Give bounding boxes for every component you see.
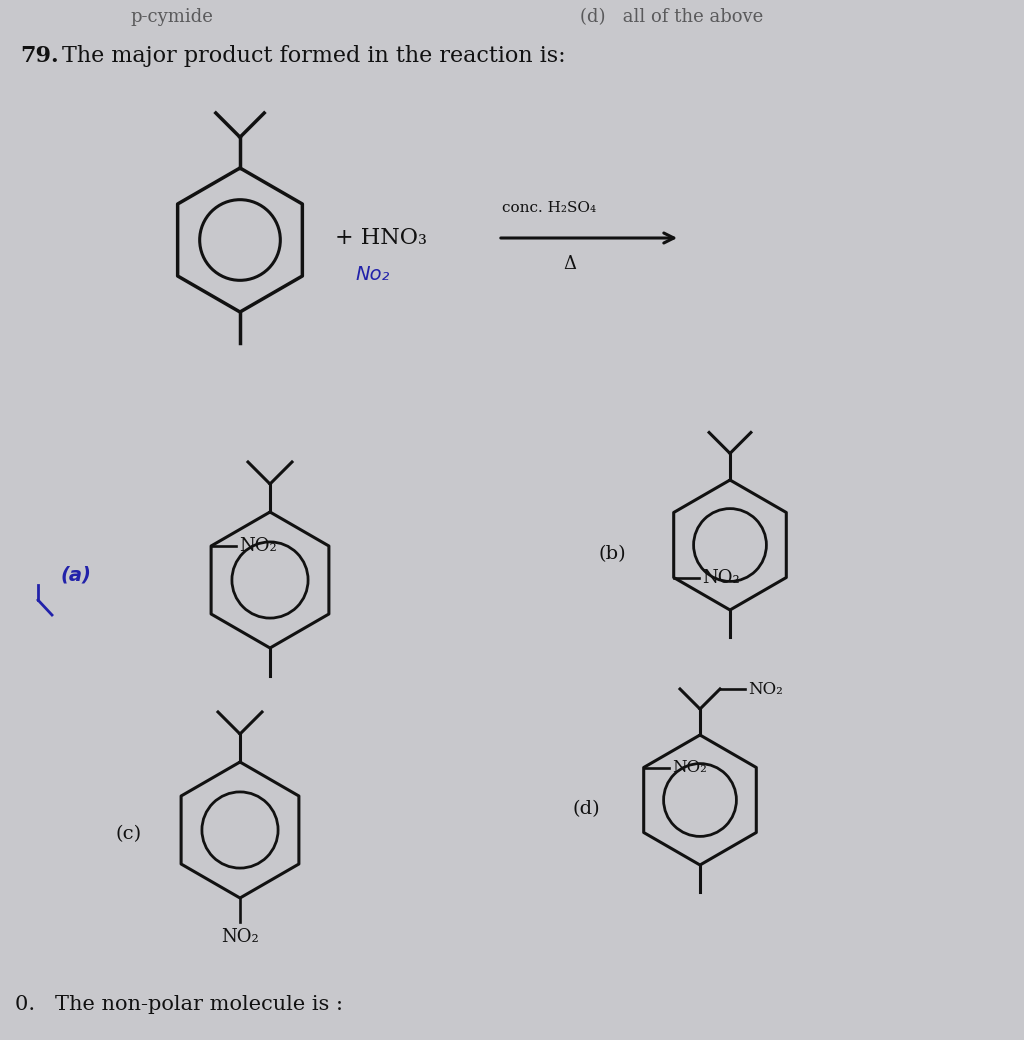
- Text: conc. H₂SO₄: conc. H₂SO₄: [502, 201, 596, 215]
- Text: The major product formed in the reaction is:: The major product formed in the reaction…: [62, 45, 565, 67]
- Text: NO₂: NO₂: [672, 759, 707, 776]
- Text: NO₂: NO₂: [221, 928, 259, 946]
- Text: NO₂: NO₂: [240, 537, 276, 555]
- Text: (c): (c): [115, 825, 141, 843]
- Text: (a): (a): [60, 565, 91, 584]
- Text: 79.: 79.: [20, 45, 58, 67]
- Text: + HNO₃: + HNO₃: [335, 227, 427, 249]
- Text: (d)   all of the above: (d) all of the above: [580, 8, 763, 26]
- Text: NO₂: NO₂: [701, 569, 739, 587]
- Text: Δ: Δ: [563, 255, 577, 274]
- Text: p-cymide: p-cymide: [130, 8, 213, 26]
- Text: (b): (b): [598, 545, 626, 563]
- Text: (d): (d): [572, 800, 600, 818]
- Text: 0.   The non-polar molecule is :: 0. The non-polar molecule is :: [15, 995, 343, 1014]
- Text: NO₂: NO₂: [748, 680, 782, 698]
- Text: No₂: No₂: [355, 265, 389, 284]
